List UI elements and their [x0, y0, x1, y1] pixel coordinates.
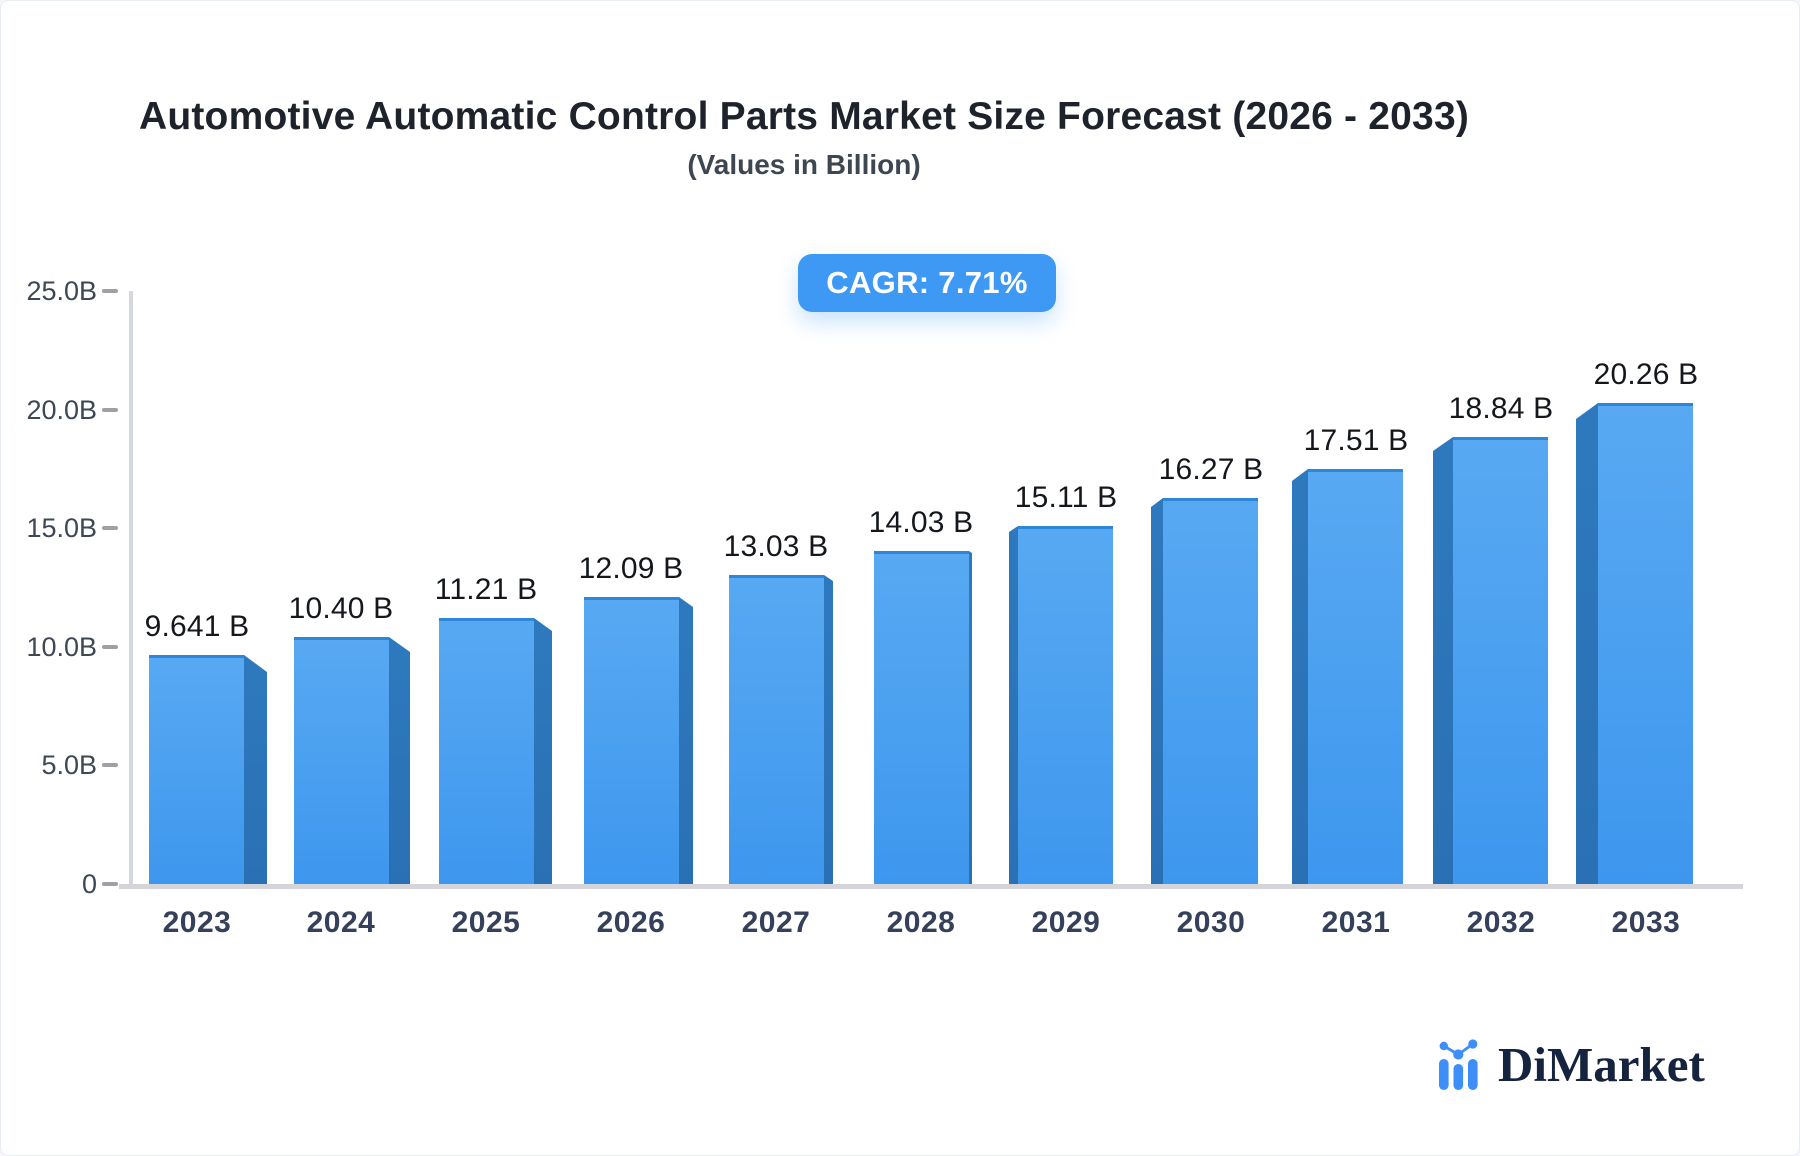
bar-value-label: 20.26 B: [1593, 358, 1699, 391]
bar: [1163, 498, 1258, 884]
x-axis-line: [119, 884, 1743, 889]
bar-top-edge: [1308, 469, 1403, 472]
bar-3d-side: [534, 618, 552, 884]
bar-top-edge: [584, 597, 679, 600]
bar-value-label: 16.27 B: [1158, 453, 1264, 486]
y-axis-tick-label: 25.0B: [26, 276, 97, 306]
bar-3d-side: [969, 551, 972, 884]
bar-top-edge: [149, 655, 244, 658]
y-axis-line: [129, 291, 133, 884]
bar-3d-side: [1433, 437, 1453, 884]
bar-top-edge: [1163, 498, 1258, 501]
y-axis-tick-label: 5.0B: [41, 750, 97, 781]
y-axis-tick-mark: [102, 407, 118, 412]
bar-value-label: 13.03 B: [723, 530, 829, 563]
bar-3d-side: [1576, 403, 1598, 884]
bar-3d-side: [824, 575, 833, 884]
bar-value-label: 18.84 B: [1448, 392, 1554, 425]
bar-chart-logo-icon: [1439, 1039, 1478, 1090]
y-axis-tick-mark: [102, 763, 118, 768]
x-axis-label: 2030: [1176, 906, 1246, 939]
y-axis-tick-label: 15.0B: [26, 513, 97, 544]
bar-3d-side: [679, 597, 693, 884]
bar-top-edge: [294, 637, 389, 640]
bar: [439, 618, 534, 884]
y-axis-tick-mark: [102, 882, 118, 886]
chart-title: Automotive Automatic Control Parts Marke…: [138, 95, 1470, 138]
y-axis-tick-mark: [102, 644, 118, 649]
x-axis-label: 2024: [306, 906, 376, 939]
bar-value-label: 9.641 B: [144, 610, 250, 643]
brand-name: DiMarket: [1498, 1037, 1705, 1092]
y-axis-tick-mark: [102, 289, 118, 293]
x-axis-label: 2027: [741, 906, 811, 939]
bar-value-label: 11.21 B: [434, 573, 538, 606]
x-axis-label: 2025: [451, 906, 521, 939]
bar: [294, 637, 389, 884]
bar-top-edge: [1018, 526, 1113, 529]
y-axis-tick-label: 0: [81, 869, 97, 899]
bar: [1308, 469, 1403, 884]
x-axis-label: 2033: [1611, 906, 1681, 939]
x-axis-label: 2031: [1321, 906, 1391, 939]
brand-logo: DiMarket: [1438, 1037, 1705, 1091]
y-axis-tick-mark: [102, 526, 118, 531]
bar-value-label: 17.51 B: [1303, 424, 1409, 457]
x-axis-label: 2029: [1031, 906, 1101, 939]
bar: [1598, 403, 1693, 884]
bar-top-edge: [1598, 403, 1693, 406]
x-axis-label: 2026: [596, 906, 666, 939]
bar-value-label: 15.11 B: [1014, 481, 1118, 514]
bar: [729, 575, 824, 884]
x-axis-label: 2028: [886, 906, 956, 939]
bar-top-edge: [1453, 437, 1548, 440]
bar-3d-side: [389, 637, 410, 884]
bar-3d-side: [1292, 469, 1308, 884]
cagr-badge: CAGR: 7.71%: [798, 254, 1056, 312]
bar-3d-side: [244, 655, 267, 884]
bar-3d-side: [1151, 498, 1163, 884]
bar-top-edge: [729, 575, 824, 578]
bar-value-label: 10.40 B: [288, 592, 394, 625]
bar-value-label: 14.03 B: [868, 506, 974, 539]
y-axis-tick-label: 10.0B: [26, 631, 97, 662]
bar-top-edge: [874, 551, 969, 554]
bar: [1453, 437, 1548, 884]
chart-subtitle: (Values in Billion): [687, 149, 921, 180]
bar-value-label: 12.09 B: [578, 552, 684, 585]
bar: [584, 597, 679, 884]
x-axis-label: 2032: [1466, 906, 1536, 939]
x-axis-label: 2023: [162, 906, 232, 939]
y-axis-tick-label: 20.0B: [26, 394, 97, 425]
bar: [874, 551, 969, 884]
bar-3d-side: [1009, 526, 1018, 884]
bar: [1018, 526, 1113, 884]
bar-top-edge: [439, 618, 534, 621]
bar: [149, 655, 244, 884]
